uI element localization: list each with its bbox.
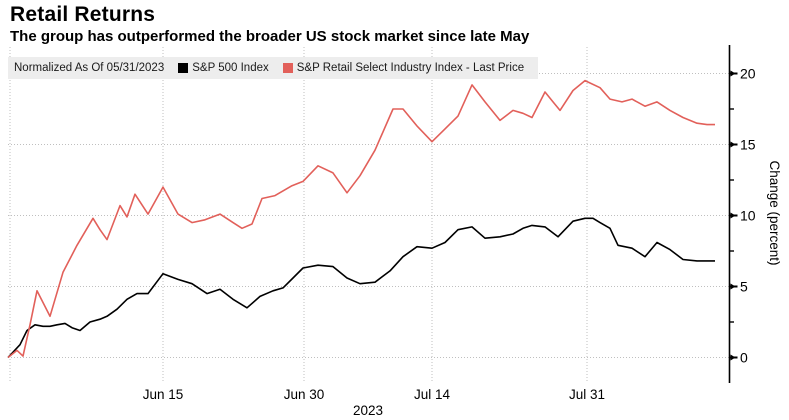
y-axis-tick-arrow bbox=[730, 141, 736, 148]
legend-bar: Normalized As Of 05/31/2023 S&P 500 Inde… bbox=[8, 57, 538, 79]
legend-item-0: S&P 500 Index bbox=[178, 62, 269, 74]
y-axis-tick-label: 10 bbox=[740, 208, 756, 224]
chart-subtitle: The group has outperformed the broader U… bbox=[10, 28, 530, 45]
sp500-series-line bbox=[7, 217, 715, 359]
y-axis-tick-label: 20 bbox=[740, 66, 756, 82]
x-axis-year-label: 2023 bbox=[353, 403, 383, 418]
y-axis-tick-label: 0 bbox=[740, 350, 748, 366]
y-axis-title: Change (percent) bbox=[767, 160, 782, 265]
legend-note: Normalized As Of 05/31/2023 bbox=[14, 62, 165, 74]
legend-item-label: S&P 500 Index bbox=[192, 62, 269, 74]
y-axis-tick-arrow bbox=[730, 70, 736, 77]
legend-item-1: S&P Retail Select Industry Index - Last … bbox=[282, 62, 525, 74]
x-axis-tick-label: Jun 15 bbox=[143, 387, 184, 402]
x-axis-tick-label: Jun 30 bbox=[284, 387, 325, 402]
y-axis-tick-label: 5 bbox=[740, 279, 748, 295]
y-axis-tick-arrow bbox=[730, 212, 736, 219]
legend-item-label: S&P Retail Select Industry Index - Last … bbox=[296, 62, 525, 74]
retail-series-line bbox=[7, 79, 715, 359]
x-axis-tick-label: Jul 14 bbox=[414, 387, 451, 402]
legend-swatch-icon bbox=[282, 63, 293, 73]
y-axis-tick-arrow bbox=[730, 283, 736, 290]
legend-swatch-icon bbox=[178, 63, 189, 73]
page-title: Retail Returns bbox=[10, 3, 156, 26]
y-axis-tick-arrow bbox=[730, 354, 736, 361]
x-axis-tick-label: Jul 31 bbox=[569, 387, 605, 402]
y-axis-tick-label: 15 bbox=[740, 137, 756, 153]
